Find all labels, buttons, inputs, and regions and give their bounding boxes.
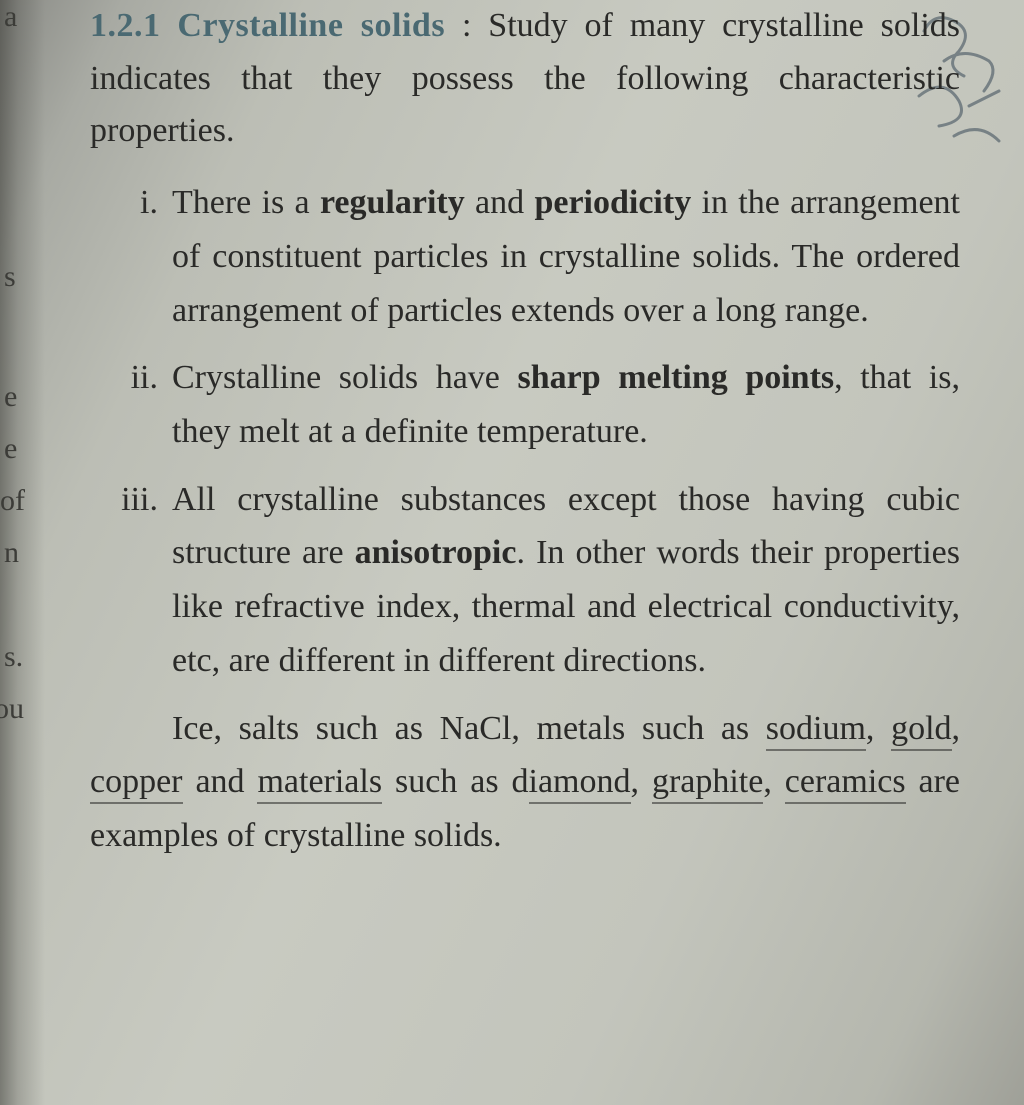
margin-letter: ou bbox=[0, 692, 24, 726]
closing-paragraph: Ice, salts such as NaCl, metals such as … bbox=[90, 702, 960, 863]
text: Ice, salts such as NaCl, metals such as bbox=[172, 710, 766, 747]
bold-term: regularity bbox=[320, 184, 465, 221]
section-heading: 1.2.1 Crystalline solids : Study of many… bbox=[90, 0, 960, 158]
margin-letter: of bbox=[0, 484, 25, 518]
underlined: iamond bbox=[529, 763, 631, 804]
bold-term: anisotropic bbox=[355, 534, 517, 571]
section-number: 1.2.1 bbox=[90, 7, 161, 44]
margin-letter: e bbox=[4, 432, 17, 466]
text: , bbox=[952, 710, 961, 747]
underlined: copper bbox=[90, 763, 183, 804]
list-marker: ii. bbox=[90, 351, 158, 405]
underlined: ceramics bbox=[785, 763, 906, 804]
list-marker: iii. bbox=[90, 473, 158, 527]
list-item: ii. Crystalline solids have sharp meltin… bbox=[90, 351, 960, 458]
property-list: i. There is a regularity and periodicity… bbox=[90, 176, 960, 687]
text: such as d bbox=[382, 763, 528, 800]
section-title: Crystalline solids bbox=[177, 7, 445, 44]
textbook-content: 1.2.1 Crystalline solids : Study of many… bbox=[90, 0, 960, 863]
underlined: graphite bbox=[652, 763, 763, 804]
margin-letter: n bbox=[4, 536, 19, 570]
left-margin-cut-letters: a s e e of n s. ou bbox=[0, 0, 36, 1105]
list-item: i. There is a regularity and periodicity… bbox=[90, 176, 960, 337]
text: There is a bbox=[172, 184, 320, 221]
underlined: sodium bbox=[766, 710, 866, 751]
margin-letter: e bbox=[4, 380, 17, 414]
bold-term: periodicity bbox=[534, 184, 691, 221]
text: , bbox=[866, 710, 891, 747]
margin-letter: s bbox=[4, 260, 16, 294]
text: , bbox=[763, 763, 784, 800]
underlined: gold bbox=[891, 710, 951, 751]
text: Crystalline solids have bbox=[172, 359, 517, 396]
text: and bbox=[465, 184, 535, 221]
underlined: materials bbox=[257, 763, 382, 804]
margin-letter: a bbox=[4, 0, 17, 34]
text: and bbox=[183, 763, 258, 800]
margin-letter: s. bbox=[4, 640, 23, 674]
list-marker: i. bbox=[90, 176, 158, 230]
list-item: iii. All crystalline substances except t… bbox=[90, 473, 960, 688]
bold-term: sharp melting points bbox=[517, 359, 834, 396]
text: , bbox=[631, 763, 652, 800]
